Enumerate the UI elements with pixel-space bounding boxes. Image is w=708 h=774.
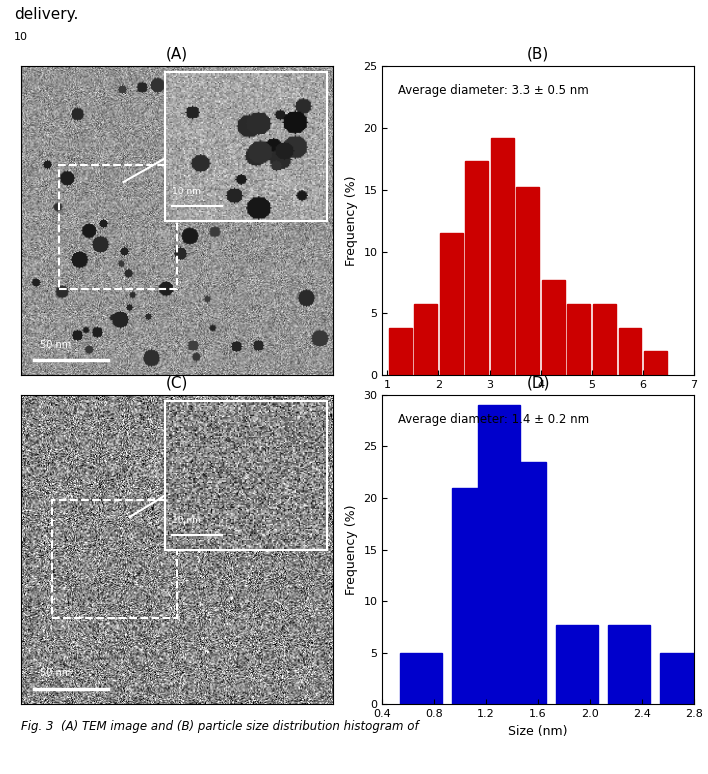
Text: 10: 10	[14, 32, 28, 42]
Bar	[389, 328, 411, 375]
Text: 10 nm: 10 nm	[172, 187, 201, 196]
Text: 10 nm: 10 nm	[172, 516, 201, 525]
Y-axis label: Frequency (%): Frequency (%)	[345, 176, 358, 265]
Bar	[644, 351, 667, 375]
Bar	[452, 488, 494, 704]
Bar	[479, 405, 520, 704]
Text: (B): (B)	[527, 46, 549, 62]
Bar	[440, 233, 463, 375]
Y-axis label: Frequency (%): Frequency (%)	[345, 505, 358, 594]
Bar	[660, 652, 702, 704]
Bar	[465, 161, 489, 375]
Bar	[567, 303, 590, 375]
Bar	[608, 625, 650, 704]
Text: (C): (C)	[166, 375, 188, 391]
Bar	[593, 303, 616, 375]
Bar	[414, 303, 438, 375]
Text: 50 nm: 50 nm	[40, 340, 72, 350]
Text: (A): (A)	[166, 46, 188, 62]
Bar	[542, 280, 565, 375]
Bar	[504, 462, 546, 704]
Text: delivery.: delivery.	[14, 7, 79, 22]
Text: Average diameter: 3.3 ± 0.5 nm: Average diameter: 3.3 ± 0.5 nm	[398, 84, 588, 98]
Bar	[52, 500, 177, 618]
X-axis label: Size (nm): Size (nm)	[508, 396, 568, 409]
Text: (D): (D)	[526, 375, 550, 391]
Bar	[619, 328, 641, 375]
Bar	[401, 652, 442, 704]
Text: Average diameter: 1.4 ± 0.2 nm: Average diameter: 1.4 ± 0.2 nm	[398, 413, 589, 426]
Bar	[491, 138, 514, 375]
Bar	[59, 165, 177, 289]
Bar	[556, 625, 598, 704]
X-axis label: Size (nm): Size (nm)	[508, 724, 568, 738]
Text: Fig. 3  (A) TEM image and (B) particle size distribution histogram of: Fig. 3 (A) TEM image and (B) particle si…	[21, 720, 419, 733]
Bar	[516, 187, 539, 375]
Text: 50 nm: 50 nm	[40, 669, 72, 679]
